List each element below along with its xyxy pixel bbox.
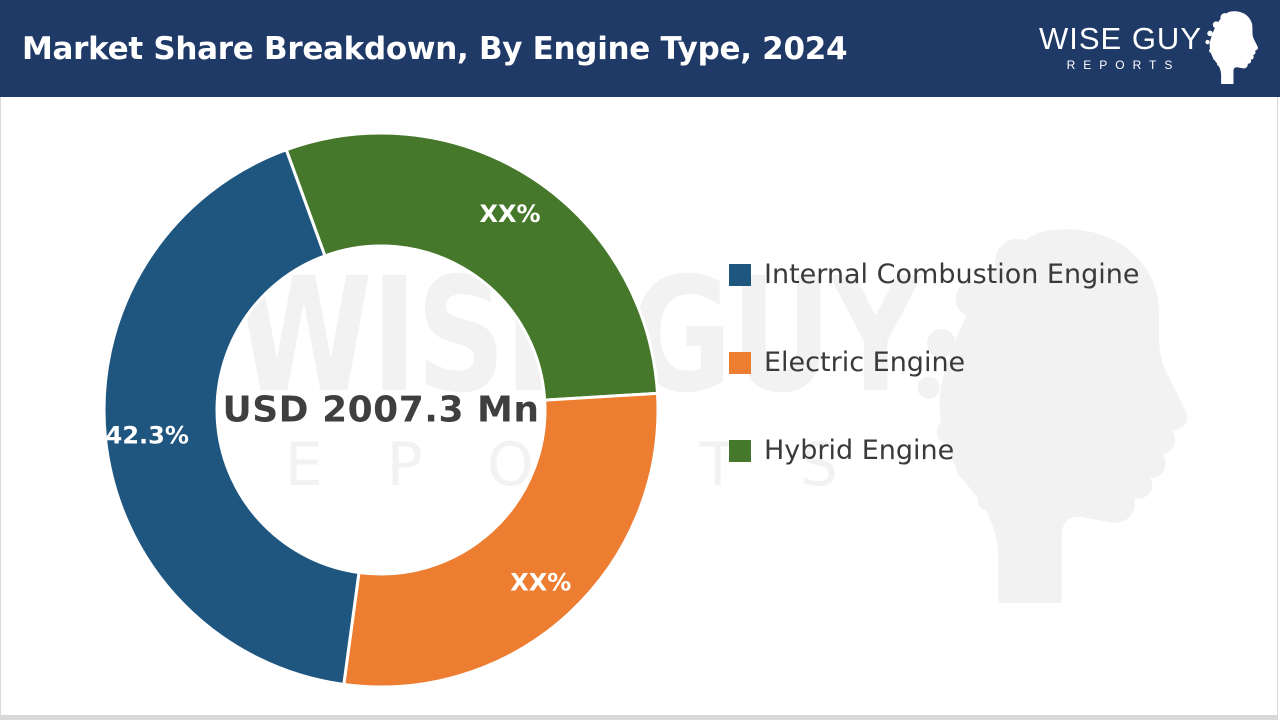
bottom-bar xyxy=(1,715,1277,720)
legend-label: Internal Combustion Engine xyxy=(764,259,1140,290)
legend-item-electric-engine: Electric Engine xyxy=(729,348,1139,378)
legend-swatch-green xyxy=(729,440,751,462)
legend-label: Electric Engine xyxy=(764,347,966,378)
brand-name: WISE GUY xyxy=(1038,21,1202,56)
donut-slice-internal-combustion-engine xyxy=(102,147,361,687)
brand-face-icon xyxy=(1194,10,1268,84)
header-bar: Market Share Breakdown, By Engine Type, … xyxy=(0,0,1280,97)
legend-label: Hybrid Engine xyxy=(764,435,955,466)
legend-swatch-blue xyxy=(729,264,751,286)
page-title: Market Share Breakdown, By Engine Type, … xyxy=(22,30,848,67)
slice-label-hybrid-engine: XX% xyxy=(479,200,540,228)
watermark-reports-text: REPORTS xyxy=(179,435,902,495)
donut-center-value: USD 2007.3 Mn xyxy=(222,389,540,431)
chart-legend: Internal Combustion Engine Electric Engi… xyxy=(729,260,1139,524)
brand-logo-text: WISE GUY REPORTS xyxy=(1039,22,1202,73)
donut-slice-hybrid-engine xyxy=(284,131,660,402)
chart-area: WISE GUY REPORTS XX%XX%42.3% USD 2007.3 … xyxy=(0,97,1278,720)
donut-slice-electric-engine xyxy=(342,391,660,689)
donut-chart: XX% XX% 42.3% xyxy=(102,131,660,689)
legend-item-internal-combustion-engine: Internal Combustion Engine xyxy=(729,260,1139,290)
legend-item-hybrid-engine: Hybrid Engine xyxy=(729,436,1139,466)
slice-label-internal-combustion-engine: 42.3% xyxy=(106,422,189,450)
brand-logo: WISE GUY REPORTS xyxy=(1039,10,1268,84)
legend-swatch-orange xyxy=(729,352,751,374)
slice-label-electric-engine: XX% xyxy=(510,569,571,597)
brand-subname: REPORTS xyxy=(1066,58,1181,72)
